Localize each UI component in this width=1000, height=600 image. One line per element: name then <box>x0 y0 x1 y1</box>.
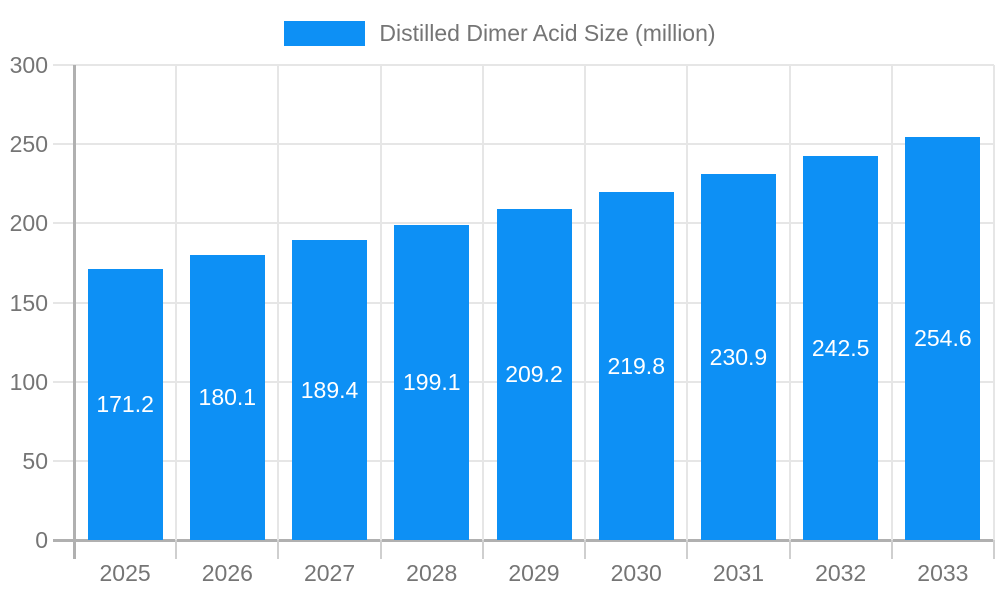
legend-swatch-icon <box>284 20 366 46</box>
bar-2033[interactable] <box>905 136 981 540</box>
x-axis-tick <box>584 540 587 559</box>
gridline-vertical <box>481 65 484 540</box>
chart-legend[interactable]: Distilled Dimer Acid Size (million) <box>0 18 1000 48</box>
x-axis-tick <box>890 540 893 559</box>
x-axis-tick <box>277 540 280 559</box>
x-axis-tick <box>481 540 484 559</box>
y-axis-label: 100 <box>9 368 48 395</box>
bar-2025[interactable] <box>87 268 163 540</box>
bar-2029[interactable] <box>496 208 572 540</box>
bar-value-label: 199.1 <box>402 369 461 396</box>
gridline-vertical <box>175 65 178 540</box>
gridline-vertical <box>379 65 382 540</box>
bar-value-label: 189.4 <box>300 377 359 404</box>
x-axis-label: 2032 <box>815 560 867 586</box>
x-axis-tick <box>686 540 689 559</box>
x-axis-label: 2031 <box>712 560 765 586</box>
gridline-horizontal <box>53 143 994 146</box>
bar-value-label: 171.2 <box>96 391 154 418</box>
y-axis-label: 300 <box>9 52 48 78</box>
x-axis-label: 2029 <box>508 560 560 586</box>
bar-2027[interactable] <box>292 240 368 540</box>
x-axis-label: 2033 <box>917 560 969 586</box>
x-axis-tick <box>379 540 382 559</box>
gridline-vertical <box>890 65 893 540</box>
y-axis-label: 200 <box>9 210 48 237</box>
bar-2026[interactable] <box>189 254 265 540</box>
bar-2028[interactable] <box>394 224 470 540</box>
bar-2030[interactable] <box>598 191 674 540</box>
x-axis-tick <box>788 540 791 559</box>
gridline-vertical <box>584 65 587 540</box>
y-axis-line <box>72 65 76 559</box>
bar-value-label: 219.8 <box>607 352 665 379</box>
legend-label: Distilled Dimer Acid Size (million) <box>379 20 716 46</box>
gridline-vertical <box>277 65 280 540</box>
bar-value-label: 180.1 <box>198 384 257 411</box>
x-axis-label: 2030 <box>610 560 662 586</box>
bar-value-label: 230.9 <box>709 344 768 371</box>
y-axis-label: 50 <box>22 447 48 474</box>
bar-2032[interactable] <box>803 156 879 540</box>
y-axis-label: 250 <box>9 131 48 158</box>
bar-value-label: 209.2 <box>505 361 563 388</box>
y-axis-label: 150 <box>9 289 48 316</box>
y-axis-label: 0 <box>35 527 48 553</box>
x-axis-tick <box>993 540 995 559</box>
x-axis-label: 2027 <box>303 560 356 586</box>
x-axis-label: 2025 <box>99 560 151 586</box>
gridline-vertical <box>686 65 689 540</box>
gridline-horizontal <box>53 64 994 66</box>
gridline-vertical <box>993 65 995 540</box>
bar-value-label: 254.6 <box>914 325 972 352</box>
bar-value-label: 242.5 <box>811 335 870 362</box>
x-axis-baseline <box>53 538 994 542</box>
bar-2031[interactable] <box>700 174 776 540</box>
x-axis-label: 2026 <box>201 560 253 586</box>
x-axis-tick <box>175 540 178 559</box>
gridline-vertical <box>788 65 791 540</box>
x-axis-label: 2028 <box>406 560 458 586</box>
